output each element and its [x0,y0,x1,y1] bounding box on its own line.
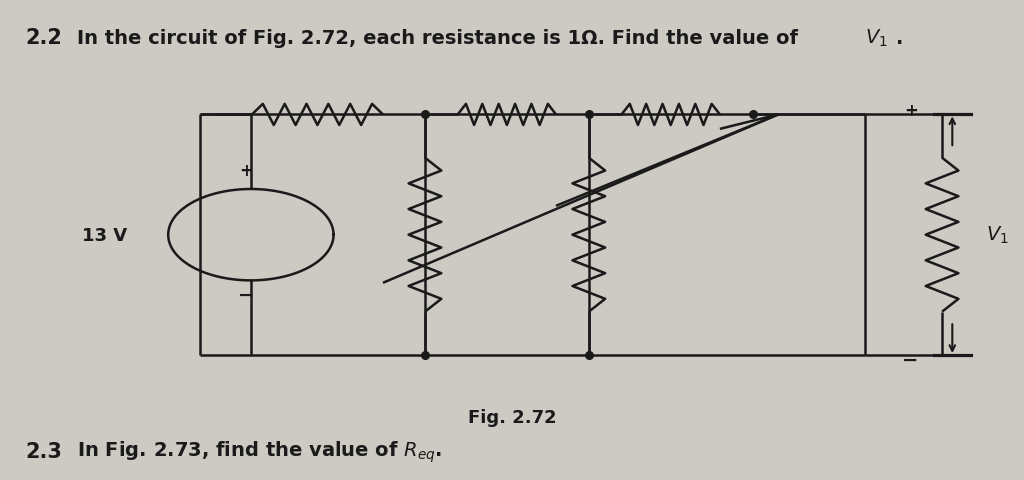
Text: −: − [902,350,919,370]
Text: $V_1$: $V_1$ [986,225,1009,246]
Text: −: − [238,286,254,305]
Text: 2.3: 2.3 [26,441,62,461]
Text: In the circuit of Fig. 2.72, each resistance is 1Ω. Find the value of: In the circuit of Fig. 2.72, each resist… [77,29,805,48]
Text: 13 V: 13 V [82,226,127,244]
Text: $V_1$: $V_1$ [865,28,888,49]
Text: In Fig. 2.73, find the value of $R_{eq}$.: In Fig. 2.73, find the value of $R_{eq}$… [77,438,442,464]
Text: Fig. 2.72: Fig. 2.72 [468,408,556,427]
Text: +: + [239,161,253,180]
Text: .: . [896,29,903,48]
Text: 2.2: 2.2 [26,28,62,48]
Text: +: + [904,101,919,120]
